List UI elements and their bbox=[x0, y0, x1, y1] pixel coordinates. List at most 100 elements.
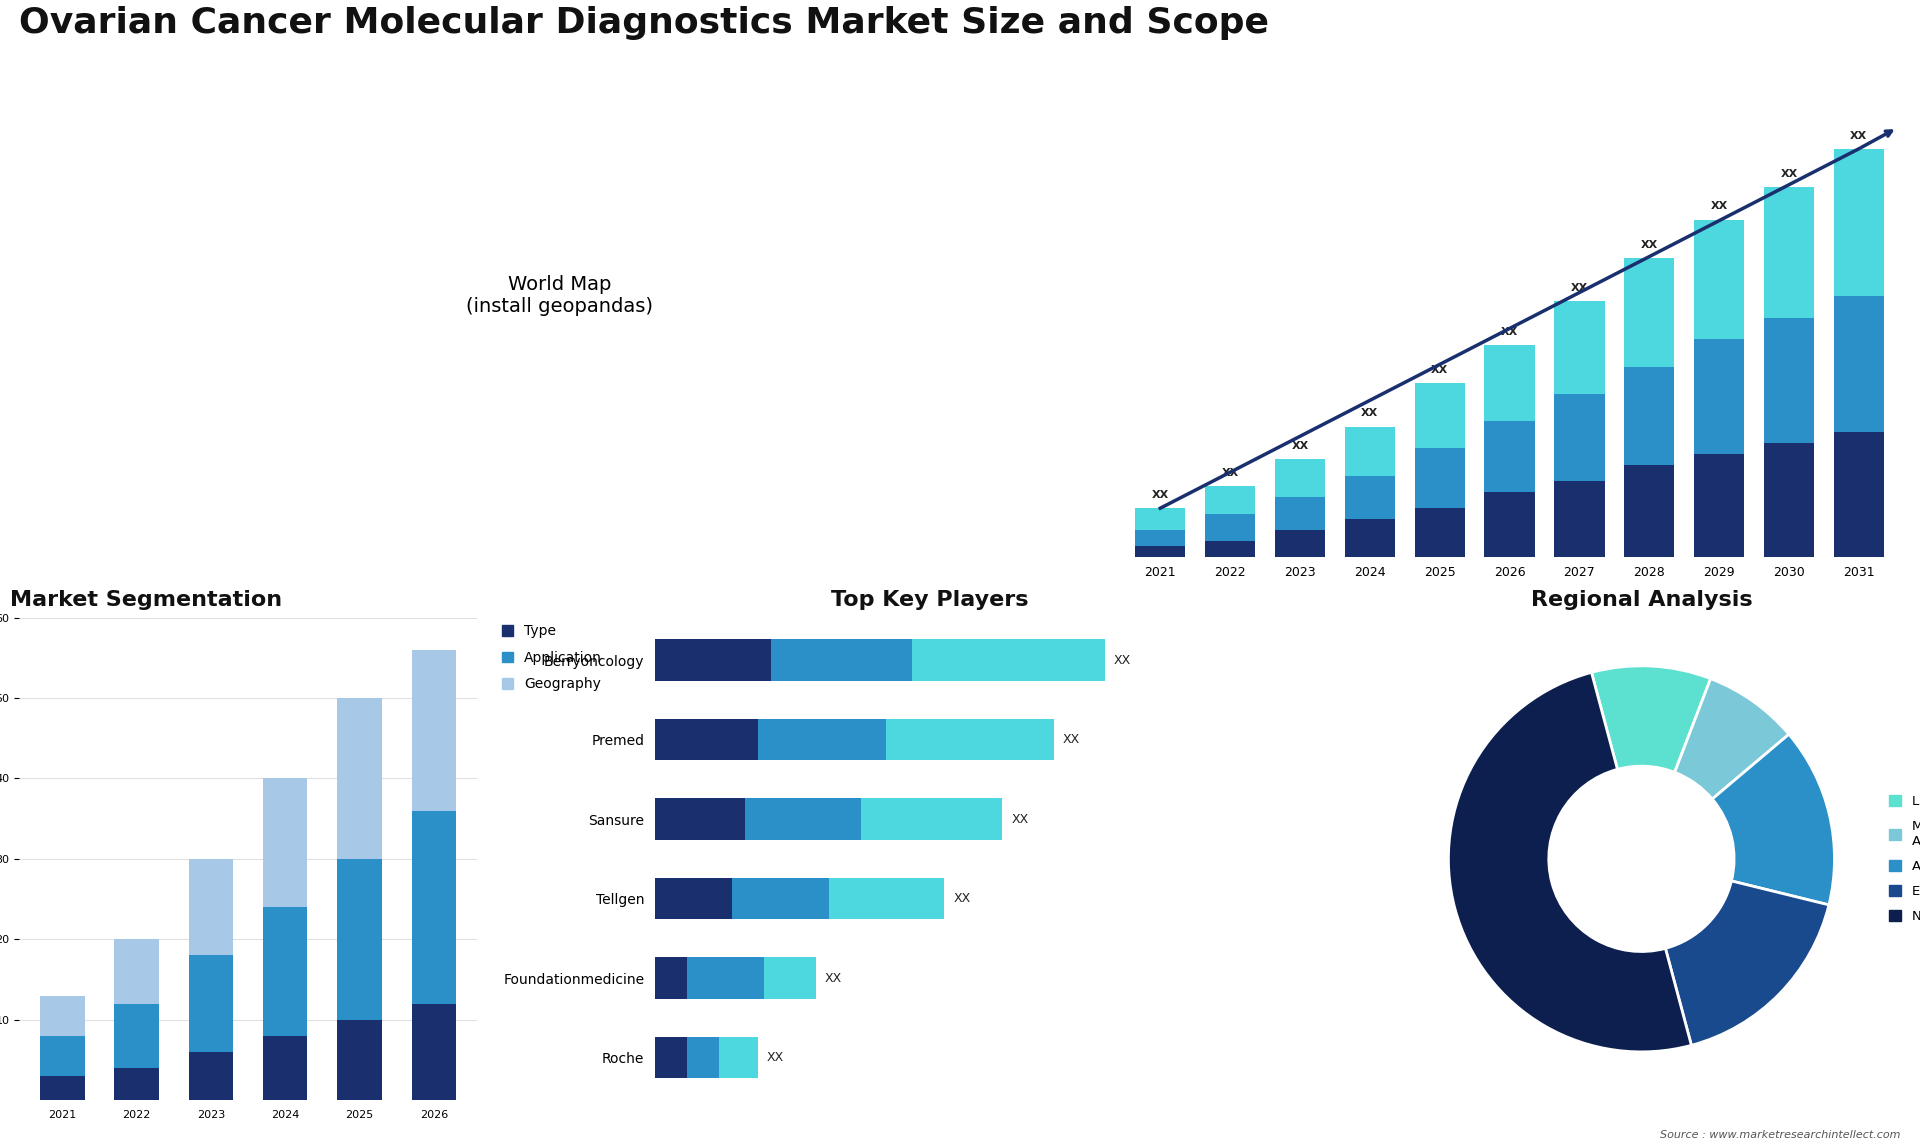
Bar bbox=[1344, 426, 1396, 476]
Title: Regional Analysis: Regional Analysis bbox=[1530, 590, 1753, 611]
Bar bbox=[1693, 454, 1743, 557]
Bar bbox=[411, 1004, 457, 1100]
Bar bbox=[1344, 476, 1396, 519]
Bar bbox=[764, 957, 816, 999]
Text: XX: XX bbox=[1571, 283, 1588, 293]
Polygon shape bbox=[1657, 26, 1730, 64]
Bar bbox=[1834, 432, 1884, 557]
Text: XX: XX bbox=[1114, 653, 1131, 667]
Text: Market Segmentation: Market Segmentation bbox=[10, 590, 282, 611]
Text: XX: XX bbox=[1221, 469, 1238, 478]
Wedge shape bbox=[1674, 678, 1789, 799]
Text: XX: XX bbox=[1780, 168, 1797, 179]
Bar bbox=[887, 719, 1054, 760]
Bar bbox=[687, 957, 764, 999]
Bar bbox=[1484, 421, 1534, 492]
Bar bbox=[1275, 529, 1325, 557]
Bar bbox=[1693, 339, 1743, 454]
Bar bbox=[1484, 345, 1534, 421]
Text: XX: XX bbox=[1430, 364, 1448, 375]
Bar bbox=[1135, 508, 1185, 529]
Bar bbox=[720, 1037, 758, 1078]
Bar bbox=[1764, 317, 1814, 442]
Legend: Latin America, Middle East &
Africa, Asia Pacific, Europe, North America: Latin America, Middle East & Africa, Asi… bbox=[1889, 795, 1920, 923]
Bar bbox=[1624, 258, 1674, 367]
Bar bbox=[1555, 301, 1605, 394]
Text: XX: XX bbox=[1152, 490, 1169, 500]
Bar bbox=[40, 1036, 84, 1076]
Bar bbox=[338, 1020, 382, 1100]
Text: XX: XX bbox=[954, 892, 970, 905]
Bar bbox=[188, 956, 232, 1052]
Bar bbox=[115, 1068, 159, 1100]
Bar bbox=[1834, 149, 1884, 296]
Bar bbox=[1415, 448, 1465, 508]
Text: XX: XX bbox=[1642, 240, 1659, 250]
Bar bbox=[338, 858, 382, 1020]
Bar bbox=[188, 858, 232, 956]
Bar bbox=[338, 698, 382, 858]
Bar bbox=[1555, 481, 1605, 557]
Bar bbox=[758, 719, 887, 760]
Bar bbox=[1764, 187, 1814, 317]
Text: XX: XX bbox=[1012, 813, 1029, 825]
Bar bbox=[188, 1052, 232, 1100]
Text: World Map
(install geopandas): World Map (install geopandas) bbox=[467, 275, 653, 316]
Title: Top Key Players: Top Key Players bbox=[831, 590, 1029, 611]
Text: XX: XX bbox=[766, 1051, 783, 1063]
Bar bbox=[860, 799, 1002, 840]
Bar bbox=[732, 878, 829, 919]
Bar bbox=[411, 810, 457, 1004]
Bar bbox=[655, 639, 770, 681]
Bar bbox=[115, 1004, 159, 1068]
Bar bbox=[263, 1036, 307, 1100]
Bar bbox=[1484, 492, 1534, 557]
Bar bbox=[655, 799, 745, 840]
Bar bbox=[655, 1037, 687, 1078]
Bar bbox=[829, 878, 945, 919]
Bar bbox=[1624, 464, 1674, 557]
Text: XX: XX bbox=[1361, 408, 1379, 418]
Bar bbox=[411, 650, 457, 810]
Bar bbox=[1206, 541, 1256, 557]
Bar bbox=[40, 996, 84, 1036]
Bar bbox=[770, 639, 912, 681]
Bar bbox=[263, 908, 307, 1036]
Bar bbox=[1555, 394, 1605, 481]
Bar bbox=[1135, 547, 1185, 557]
Bar bbox=[655, 957, 687, 999]
Legend: Type, Application, Geography: Type, Application, Geography bbox=[503, 625, 603, 691]
Bar bbox=[1344, 519, 1396, 557]
Bar bbox=[1624, 367, 1674, 464]
Text: Source : www.marketresearchintellect.com: Source : www.marketresearchintellect.com bbox=[1661, 1130, 1901, 1140]
Text: MARKET
RESEARCH
INTELLECT: MARKET RESEARCH INTELLECT bbox=[1745, 34, 1799, 66]
Bar bbox=[1206, 513, 1256, 541]
Bar bbox=[655, 878, 732, 919]
Wedge shape bbox=[1713, 735, 1834, 905]
Bar bbox=[115, 940, 159, 1004]
Text: XX: XX bbox=[1292, 441, 1309, 452]
Bar bbox=[1275, 460, 1325, 497]
Bar bbox=[1415, 508, 1465, 557]
Wedge shape bbox=[1665, 881, 1830, 1045]
Bar bbox=[1135, 529, 1185, 547]
Text: XX: XX bbox=[1851, 131, 1868, 141]
Wedge shape bbox=[1448, 673, 1692, 1052]
Bar bbox=[1206, 486, 1256, 513]
Wedge shape bbox=[1592, 666, 1711, 772]
Bar bbox=[1834, 296, 1884, 432]
Text: XX: XX bbox=[826, 972, 841, 984]
Bar bbox=[745, 799, 860, 840]
Text: XX: XX bbox=[1501, 327, 1519, 337]
Text: Ovarian Cancer Molecular Diagnostics Market Size and Scope: Ovarian Cancer Molecular Diagnostics Mar… bbox=[19, 6, 1269, 40]
Bar bbox=[263, 778, 307, 908]
Bar bbox=[1693, 220, 1743, 339]
Bar bbox=[687, 1037, 720, 1078]
Text: XX: XX bbox=[1711, 202, 1728, 211]
Bar bbox=[40, 1076, 84, 1100]
Bar bbox=[1415, 383, 1465, 448]
Bar bbox=[1764, 442, 1814, 557]
Text: XX: XX bbox=[1062, 733, 1079, 746]
Bar bbox=[912, 639, 1106, 681]
Bar bbox=[655, 719, 758, 760]
